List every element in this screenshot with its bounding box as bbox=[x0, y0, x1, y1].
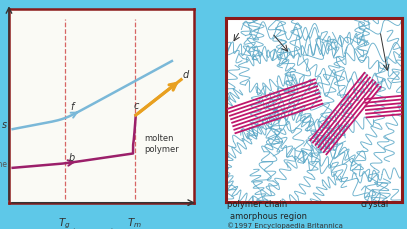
Text: line: line bbox=[0, 161, 7, 169]
Text: f: f bbox=[70, 102, 73, 112]
Text: ©1997 Encyclopaedia Britannica: ©1997 Encyclopaedia Britannica bbox=[227, 222, 343, 229]
Text: $T_g$: $T_g$ bbox=[58, 216, 71, 229]
Text: molten
polymer: molten polymer bbox=[144, 134, 179, 154]
Text: crystal: crystal bbox=[361, 200, 389, 209]
Text: s: s bbox=[2, 120, 7, 130]
Text: polymer chain: polymer chain bbox=[227, 200, 287, 209]
Text: d: d bbox=[183, 70, 189, 80]
Text: $T_m$: $T_m$ bbox=[127, 216, 142, 229]
Text: temperature: temperature bbox=[73, 228, 130, 229]
Text: c: c bbox=[134, 101, 139, 111]
Text: b: b bbox=[69, 153, 75, 163]
Text: amorphous region: amorphous region bbox=[230, 212, 307, 221]
